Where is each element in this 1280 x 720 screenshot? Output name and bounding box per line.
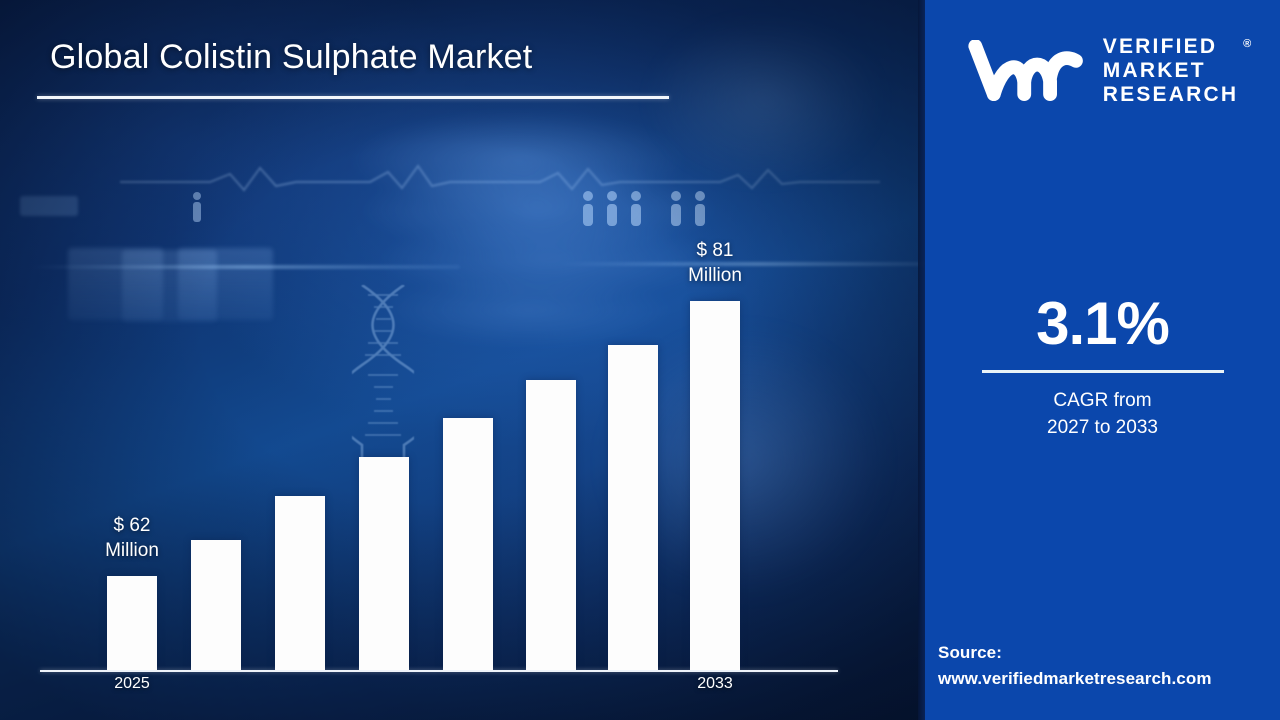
bar-2027 — [275, 496, 325, 671]
panel-divider — [918, 0, 926, 720]
vmr-logo-icon — [968, 40, 1083, 101]
cagr-caption: CAGR from 2027 to 2033 — [925, 387, 1280, 441]
bar-value-amount: $ 62 — [113, 515, 151, 536]
brand-word-verified: VERIFIED — [1102, 35, 1218, 58]
source-label: Source: — [938, 643, 1002, 662]
bar-2026 — [191, 540, 241, 671]
x-axis-line — [40, 670, 838, 672]
bar-value-label-last: $ 81 Million — [655, 238, 775, 288]
cagr-caption-line1: CAGR from — [1053, 390, 1152, 411]
bar-value-unit: Million — [688, 265, 742, 286]
cagr-value: 3.1% — [1036, 290, 1170, 357]
x-axis-label-2033: 2033 — [697, 675, 733, 692]
brand-logo[interactable]: VERIFIED MARKET RESEARCH ® — [925, 26, 1280, 116]
bar-value-amount: $ 81 — [696, 240, 734, 261]
chart-panel: Global Colistin Sulphate Market $ 62 Mil… — [0, 0, 925, 720]
cagr-divider — [981, 370, 1224, 373]
bar-2025 — [107, 576, 157, 671]
brand-word-market: MARKET — [1102, 59, 1206, 82]
source-url[interactable]: www.verifiedmarketresearch.com — [938, 669, 1212, 688]
brand-panel: VERIFIED MARKET RESEARCH ® 3.1% CAGR fro… — [925, 0, 1280, 720]
bar-2033 — [690, 301, 740, 671]
source-block: Source: www.verifiedmarketresearch.com — [938, 640, 1280, 692]
bar-chart: $ 62 Million $ 81 Million 2025 2033 — [40, 238, 838, 692]
cagr-caption-line2: 2027 to 2033 — [1047, 417, 1158, 438]
bar-2030 — [526, 380, 576, 671]
cagr-block: 3.1% CAGR from 2027 to 2033 — [925, 292, 1280, 441]
brand-wordmark: VERIFIED MARKET RESEARCH ® — [1102, 35, 1251, 107]
registered-trademark-icon: ® — [1243, 38, 1252, 50]
page-title: Global Colistin Sulphate Market — [50, 38, 533, 76]
bar-value-label-first: $ 62 Million — [72, 513, 192, 563]
bar-value-unit: Million — [105, 540, 159, 561]
brand-word-research: RESEARCH — [1102, 83, 1239, 106]
bar-2028 — [359, 457, 409, 671]
x-axis-label-2025: 2025 — [114, 675, 150, 692]
bar-2031 — [608, 345, 658, 671]
title-block: Global Colistin Sulphate Market — [37, 38, 690, 99]
bar-2029 — [443, 418, 493, 671]
title-underline — [37, 96, 669, 99]
